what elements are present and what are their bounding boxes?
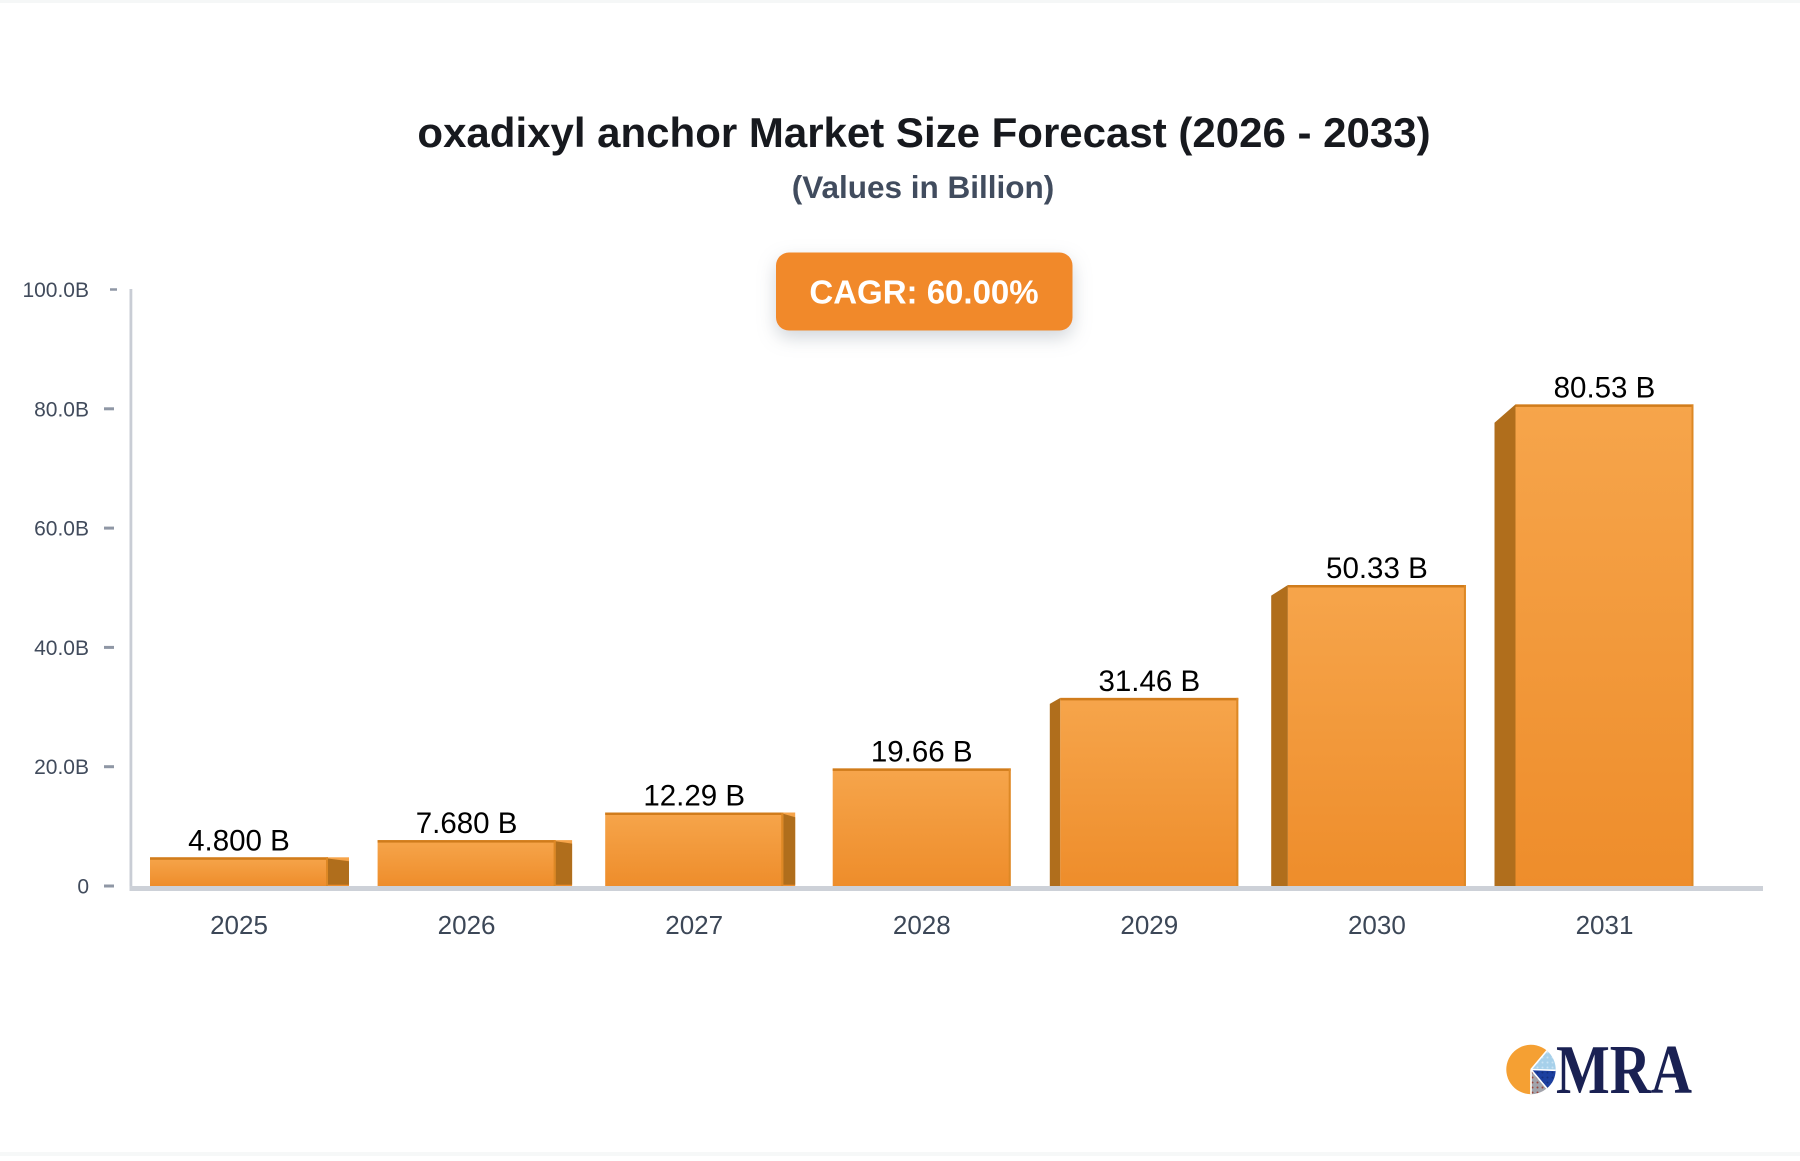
svg-text:19.66 B: 19.66 B bbox=[871, 735, 973, 768]
svg-text:31.46 B: 31.46 B bbox=[1098, 665, 1200, 698]
svg-text:80.0B: 80.0B bbox=[34, 398, 89, 421]
svg-text:2029: 2029 bbox=[1120, 910, 1178, 940]
svg-text:(Values in Billion): (Values in Billion) bbox=[792, 169, 1055, 205]
svg-text:12.29 B: 12.29 B bbox=[643, 780, 745, 813]
svg-text:40.0B: 40.0B bbox=[34, 637, 89, 660]
svg-text:2026: 2026 bbox=[438, 910, 496, 940]
svg-text:2028: 2028 bbox=[893, 910, 951, 940]
svg-text:0: 0 bbox=[77, 876, 89, 899]
svg-text:100.0B: 100.0B bbox=[22, 279, 89, 302]
svg-text:MRA: MRA bbox=[1556, 1032, 1692, 1109]
svg-text:20.0B: 20.0B bbox=[34, 756, 89, 779]
svg-text:60.0B: 60.0B bbox=[34, 518, 89, 541]
svg-text:4.800 B: 4.800 B bbox=[188, 824, 290, 857]
svg-text:80.53 B: 80.53 B bbox=[1554, 371, 1656, 404]
svg-text:7.680 B: 7.680 B bbox=[416, 807, 518, 840]
svg-text:50.33 B: 50.33 B bbox=[1326, 552, 1428, 585]
svg-text:2031: 2031 bbox=[1576, 910, 1634, 940]
svg-text:2027: 2027 bbox=[665, 910, 723, 940]
svg-text:2025: 2025 bbox=[210, 910, 268, 940]
svg-text:oxadixyl anchor Market Size Fo: oxadixyl anchor Market Size Forecast (20… bbox=[417, 109, 1430, 156]
svg-text:2030: 2030 bbox=[1348, 910, 1406, 940]
svg-text:CAGR: 60.00%: CAGR: 60.00% bbox=[809, 274, 1038, 311]
